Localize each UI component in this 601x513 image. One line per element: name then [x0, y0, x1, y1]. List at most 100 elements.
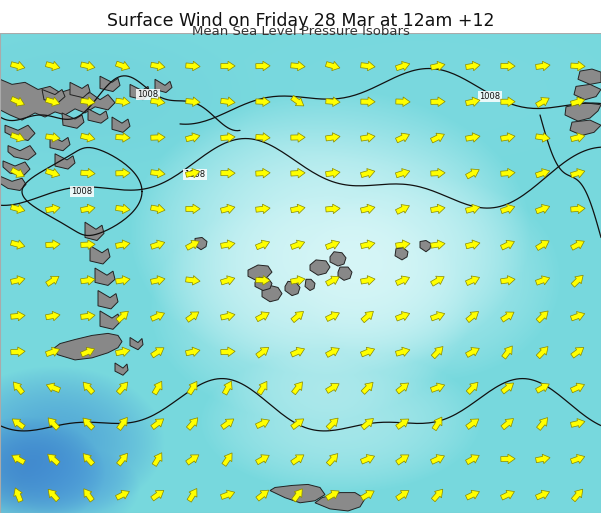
FancyArrow shape — [570, 133, 585, 142]
FancyArrow shape — [570, 311, 585, 321]
FancyArrow shape — [46, 62, 60, 71]
FancyArrow shape — [361, 275, 375, 285]
FancyArrow shape — [186, 204, 200, 213]
FancyArrow shape — [81, 62, 95, 71]
FancyArrow shape — [535, 454, 550, 464]
FancyArrow shape — [430, 240, 445, 249]
FancyArrow shape — [150, 204, 165, 213]
FancyArrow shape — [255, 455, 269, 465]
FancyArrow shape — [48, 418, 59, 430]
Polygon shape — [100, 76, 120, 91]
FancyArrow shape — [430, 455, 445, 464]
Polygon shape — [112, 117, 130, 132]
Polygon shape — [255, 277, 272, 290]
FancyArrow shape — [11, 311, 25, 321]
FancyArrow shape — [537, 418, 548, 430]
FancyArrow shape — [290, 204, 305, 213]
FancyArrow shape — [432, 417, 442, 431]
FancyArrow shape — [46, 311, 60, 321]
FancyArrow shape — [256, 275, 270, 285]
FancyArrow shape — [255, 168, 270, 178]
FancyArrow shape — [151, 419, 163, 429]
FancyArrow shape — [81, 347, 94, 357]
FancyArrow shape — [571, 61, 585, 71]
FancyArrow shape — [396, 97, 410, 107]
Polygon shape — [578, 69, 601, 84]
FancyArrow shape — [326, 418, 338, 430]
FancyArrow shape — [115, 347, 130, 357]
FancyArrow shape — [535, 276, 550, 285]
FancyArrow shape — [186, 275, 200, 285]
FancyArrow shape — [291, 419, 304, 429]
FancyArrow shape — [48, 489, 59, 502]
FancyArrow shape — [430, 383, 445, 392]
Polygon shape — [5, 125, 35, 141]
FancyArrow shape — [501, 240, 514, 250]
Polygon shape — [98, 290, 118, 309]
FancyArrow shape — [221, 490, 235, 500]
Polygon shape — [310, 260, 330, 275]
Polygon shape — [95, 268, 115, 285]
Polygon shape — [90, 246, 110, 264]
FancyArrow shape — [13, 382, 25, 394]
FancyArrow shape — [432, 346, 443, 359]
FancyArrow shape — [325, 240, 340, 249]
FancyArrow shape — [186, 61, 200, 71]
FancyArrow shape — [10, 204, 25, 213]
Polygon shape — [395, 248, 408, 260]
Polygon shape — [62, 113, 84, 128]
FancyArrow shape — [221, 97, 235, 107]
FancyArrow shape — [361, 490, 374, 501]
FancyArrow shape — [535, 204, 550, 214]
FancyArrow shape — [115, 97, 130, 107]
FancyArrow shape — [186, 241, 200, 250]
FancyArrow shape — [361, 169, 375, 178]
FancyArrow shape — [46, 277, 59, 286]
FancyArrow shape — [430, 204, 445, 213]
FancyArrow shape — [501, 204, 515, 213]
FancyArrow shape — [430, 311, 445, 321]
Polygon shape — [420, 241, 431, 252]
Polygon shape — [195, 238, 207, 250]
FancyArrow shape — [152, 381, 162, 395]
FancyArrow shape — [466, 347, 480, 358]
FancyArrow shape — [221, 419, 234, 429]
FancyArrow shape — [535, 169, 550, 178]
FancyArrow shape — [361, 382, 373, 394]
FancyArrow shape — [291, 61, 305, 71]
FancyArrow shape — [116, 168, 130, 178]
FancyArrow shape — [395, 240, 410, 249]
FancyArrow shape — [186, 133, 200, 142]
FancyArrow shape — [221, 347, 235, 357]
FancyArrow shape — [395, 133, 409, 143]
FancyArrow shape — [221, 204, 235, 213]
FancyArrow shape — [115, 204, 130, 213]
FancyArrow shape — [571, 347, 584, 358]
FancyArrow shape — [430, 62, 445, 71]
FancyArrow shape — [256, 490, 269, 501]
FancyArrow shape — [46, 347, 59, 357]
Polygon shape — [130, 84, 150, 100]
FancyArrow shape — [151, 348, 164, 358]
FancyArrow shape — [326, 62, 340, 71]
Polygon shape — [262, 285, 282, 302]
FancyArrow shape — [361, 419, 373, 430]
FancyArrow shape — [291, 311, 304, 323]
FancyArrow shape — [395, 311, 410, 321]
FancyArrow shape — [535, 383, 549, 393]
FancyArrow shape — [151, 97, 165, 106]
FancyArrow shape — [432, 489, 443, 502]
FancyArrow shape — [570, 241, 584, 250]
FancyArrow shape — [290, 347, 305, 357]
FancyArrow shape — [291, 382, 302, 394]
FancyArrow shape — [395, 205, 409, 214]
Polygon shape — [315, 492, 365, 511]
FancyArrow shape — [501, 490, 514, 500]
FancyArrow shape — [361, 240, 375, 249]
FancyArrow shape — [10, 275, 25, 285]
FancyArrow shape — [326, 383, 339, 393]
FancyArrow shape — [221, 276, 235, 285]
FancyArrow shape — [535, 241, 549, 250]
FancyArrow shape — [115, 61, 130, 70]
FancyArrow shape — [430, 133, 444, 143]
